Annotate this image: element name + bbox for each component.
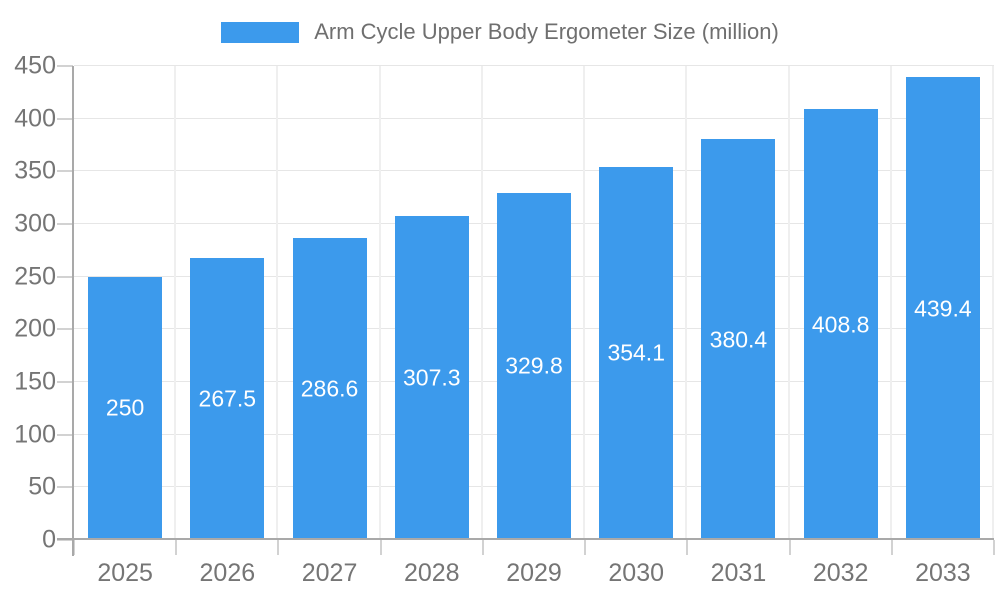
bar-value-label: 307.3 bbox=[402, 364, 461, 391]
y-axis-tick bbox=[57, 486, 73, 489]
gridline-horizontal bbox=[74, 117, 994, 119]
bar-value-label: 354.1 bbox=[607, 339, 665, 366]
x-tick-label: 2028 bbox=[403, 559, 460, 587]
bar[interactable]: 286.6 bbox=[292, 238, 367, 540]
bar-value-label: 286.6 bbox=[300, 375, 359, 402]
y-axis-tick bbox=[57, 117, 73, 120]
bar[interactable]: 408.8 bbox=[803, 109, 878, 540]
x-axis-tick bbox=[175, 540, 178, 555]
x-axis-tick bbox=[277, 540, 280, 555]
y-axis-tick bbox=[57, 65, 73, 67]
bar-value-label: 380.4 bbox=[709, 326, 768, 353]
gridline-horizontal bbox=[74, 65, 994, 66]
x-axis-tick bbox=[73, 540, 75, 555]
gridline-vertical bbox=[378, 66, 381, 540]
gridline-vertical bbox=[276, 66, 279, 540]
x-tick-label: 2026 bbox=[199, 559, 256, 587]
gridline-vertical bbox=[889, 66, 892, 540]
bar[interactable]: 439.4 bbox=[905, 77, 980, 540]
gridline-vertical bbox=[685, 66, 688, 540]
plot-area: 0 50 100 150 200 250 300 350 400 450 250 2025 267.5 2… bbox=[14, 52, 995, 587]
gridline-vertical bbox=[583, 66, 586, 540]
x-axis-tick bbox=[993, 540, 995, 555]
legend-swatch bbox=[221, 21, 300, 43]
y-axis-tick bbox=[57, 328, 73, 331]
x-tick-label: 2032 bbox=[812, 559, 869, 587]
bar[interactable]: 267.5 bbox=[190, 258, 265, 540]
y-axis-tick bbox=[57, 223, 73, 225]
x-tick-label: 2033 bbox=[915, 559, 971, 587]
bar-value-label: 439.4 bbox=[914, 295, 972, 322]
x-axis-tick bbox=[481, 540, 484, 555]
gridline-vertical bbox=[174, 66, 177, 540]
y-tick-label: 50 bbox=[28, 472, 56, 501]
bar[interactable]: 307.3 bbox=[394, 216, 469, 540]
x-tick-label: 2025 bbox=[97, 559, 153, 587]
bar[interactable]: 354.1 bbox=[599, 167, 674, 540]
x-tick-label: 2030 bbox=[608, 559, 665, 587]
y-tick-label: 400 bbox=[14, 104, 56, 133]
bar-value-label: 250 bbox=[105, 394, 145, 421]
x-axis-tick bbox=[686, 540, 689, 555]
bar-value-label: 329.8 bbox=[505, 352, 563, 379]
y-axis-line bbox=[72, 66, 74, 556]
gridline-vertical bbox=[787, 66, 790, 540]
x-axis-tick bbox=[584, 540, 587, 555]
bar[interactable]: 250 bbox=[88, 276, 163, 540]
x-tick-label: 2027 bbox=[301, 559, 358, 587]
y-axis-tick bbox=[57, 275, 73, 278]
legend-item[interactable]: Arm Cycle Upper Body Ergometer Size (mil… bbox=[0, 19, 1000, 45]
y-tick-label: 350 bbox=[14, 156, 56, 185]
x-tick-label: 2029 bbox=[506, 559, 562, 587]
x-axis-tick bbox=[890, 540, 893, 555]
y-tick-label: 250 bbox=[14, 262, 56, 291]
gridline-horizontal bbox=[74, 170, 994, 172]
legend-label: Arm Cycle Upper Body Ergometer Size (mil… bbox=[314, 19, 779, 44]
gridline-vertical bbox=[480, 66, 483, 540]
gridline-vertical bbox=[992, 66, 994, 540]
x-axis-line bbox=[57, 538, 994, 540]
y-tick-label: 450 bbox=[14, 51, 56, 80]
bar[interactable]: 380.4 bbox=[701, 139, 776, 540]
y-tick-label: 150 bbox=[14, 367, 56, 396]
y-tick-label: 0 bbox=[42, 525, 56, 554]
x-tick-label: 2031 bbox=[710, 559, 767, 587]
bar-value-label: 408.8 bbox=[811, 311, 870, 338]
x-axis-tick bbox=[379, 540, 382, 555]
bar[interactable]: 329.8 bbox=[497, 192, 571, 540]
y-axis-tick bbox=[57, 539, 73, 541]
bar-value-label: 267.5 bbox=[198, 385, 257, 412]
y-axis-tick bbox=[57, 381, 73, 383]
y-tick-label: 300 bbox=[14, 209, 56, 238]
y-axis-tick bbox=[57, 170, 73, 173]
y-tick-label: 200 bbox=[14, 314, 56, 343]
y-axis-tick bbox=[57, 433, 73, 436]
x-axis-tick bbox=[788, 540, 791, 555]
y-tick-label: 100 bbox=[14, 420, 56, 449]
